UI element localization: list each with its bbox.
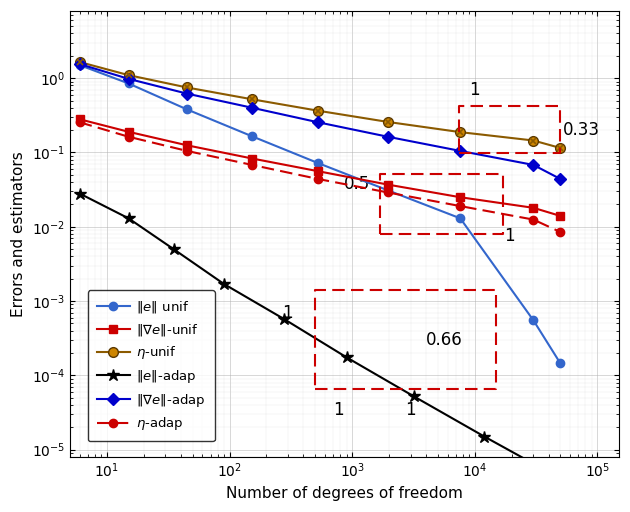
$\eta$-adap: [384, 189, 391, 196]
Line: $\eta$-unif: $\eta$-unif: [75, 57, 565, 153]
Text: 1: 1: [469, 81, 480, 99]
$\|\nabla e\|$-unif: [314, 168, 322, 174]
$\|\nabla e\|$-unif: [557, 213, 564, 219]
$\|e\|$ unif: [384, 187, 391, 194]
Text: 1: 1: [333, 401, 344, 419]
$\|e\|$-adap: [125, 215, 132, 221]
$\eta$-unif: [557, 145, 564, 151]
$\|e\|$-adap: [551, 473, 559, 479]
$\|e\|$-adap: [220, 281, 227, 287]
$\|e\|$ unif: [183, 106, 191, 113]
$\eta$-unif: [183, 84, 191, 91]
Line: $\|\nabla e\|$-unif: $\|\nabla e\|$-unif: [76, 115, 564, 220]
$\|e\|$ unif: [125, 80, 132, 87]
$\|\nabla e\|$-adap: [248, 104, 256, 111]
Legend: $\|e\|$ unif, $\|\nabla e\|$-unif, $\eta$-unif, $\|e\|$-adap, $\|\nabla e\|$-ada: $\|e\|$ unif, $\|\nabla e\|$-unif, $\eta…: [88, 290, 215, 441]
$\|e\|$-adap: [343, 354, 350, 360]
$\eta$-adap: [557, 229, 564, 235]
X-axis label: Number of degrees of freedom: Number of degrees of freedom: [226, 486, 463, 501]
$\eta$-adap: [457, 203, 464, 209]
$\|e\|$ unif: [248, 133, 256, 139]
$\eta$-adap: [530, 217, 537, 223]
$\|\nabla e\|$-unif: [384, 182, 391, 188]
Text: 0.5: 0.5: [344, 175, 370, 193]
$\|\nabla e\|$-adap: [314, 119, 322, 125]
$\|\nabla e\|$-unif: [530, 205, 537, 211]
$\|e\|$ unif: [530, 317, 537, 324]
$\|e\|$ unif: [76, 62, 84, 68]
$\|\nabla e\|$-unif: [183, 142, 191, 148]
$\|\nabla e\|$-adap: [384, 134, 391, 140]
$\eta$-adap: [76, 119, 84, 125]
Line: $\|e\|$ unif: $\|e\|$ unif: [76, 61, 564, 368]
Text: 0.66: 0.66: [426, 331, 462, 349]
$\eta$-unif: [314, 108, 322, 114]
$\|\nabla e\|$-unif: [248, 156, 256, 162]
Line: $\eta$-adap: $\eta$-adap: [76, 118, 564, 236]
$\|\nabla e\|$-unif: [76, 116, 84, 122]
Text: 0.33: 0.33: [563, 121, 600, 139]
$\eta$-adap: [183, 148, 191, 154]
Text: 1: 1: [405, 401, 416, 419]
$\eta$-adap: [125, 134, 132, 140]
$\|e\|$ unif: [457, 215, 464, 221]
$\eta$-unif: [457, 129, 464, 135]
$\|e\|$-adap: [481, 434, 488, 440]
$\|\nabla e\|$-adap: [183, 91, 191, 97]
$\eta$-unif: [248, 96, 256, 102]
$\eta$-adap: [314, 176, 322, 182]
$\|\nabla e\|$-adap: [125, 76, 132, 82]
$\|e\|$-adap: [410, 393, 418, 399]
$\|e\|$-adap: [76, 190, 84, 197]
$\|\nabla e\|$-unif: [125, 129, 132, 135]
$\|e\|$ unif: [557, 360, 564, 367]
$\|\nabla e\|$-adap: [457, 148, 464, 154]
Y-axis label: Errors and estimators: Errors and estimators: [11, 151, 26, 317]
Text: 1: 1: [282, 304, 293, 322]
$\eta$-adap: [248, 162, 256, 168]
$\|e\|$-adap: [170, 246, 178, 252]
Line: $\|e\|$-adap: $\|e\|$-adap: [74, 187, 561, 482]
$\eta$-unif: [384, 119, 391, 125]
$\|e\|$-adap: [280, 316, 288, 322]
$\eta$-unif: [530, 137, 537, 143]
$\eta$-unif: [125, 72, 132, 78]
$\|\nabla e\|$-unif: [457, 194, 464, 200]
Line: $\|\nabla e\|$-adap: $\|\nabla e\|$-adap: [76, 60, 564, 183]
$\|e\|$ unif: [314, 160, 322, 166]
$\|\nabla e\|$-adap: [530, 162, 537, 168]
$\|\nabla e\|$-adap: [76, 61, 84, 67]
Text: 1: 1: [505, 227, 515, 245]
$\|\nabla e\|$-adap: [557, 176, 564, 182]
$\eta$-unif: [76, 59, 84, 65]
